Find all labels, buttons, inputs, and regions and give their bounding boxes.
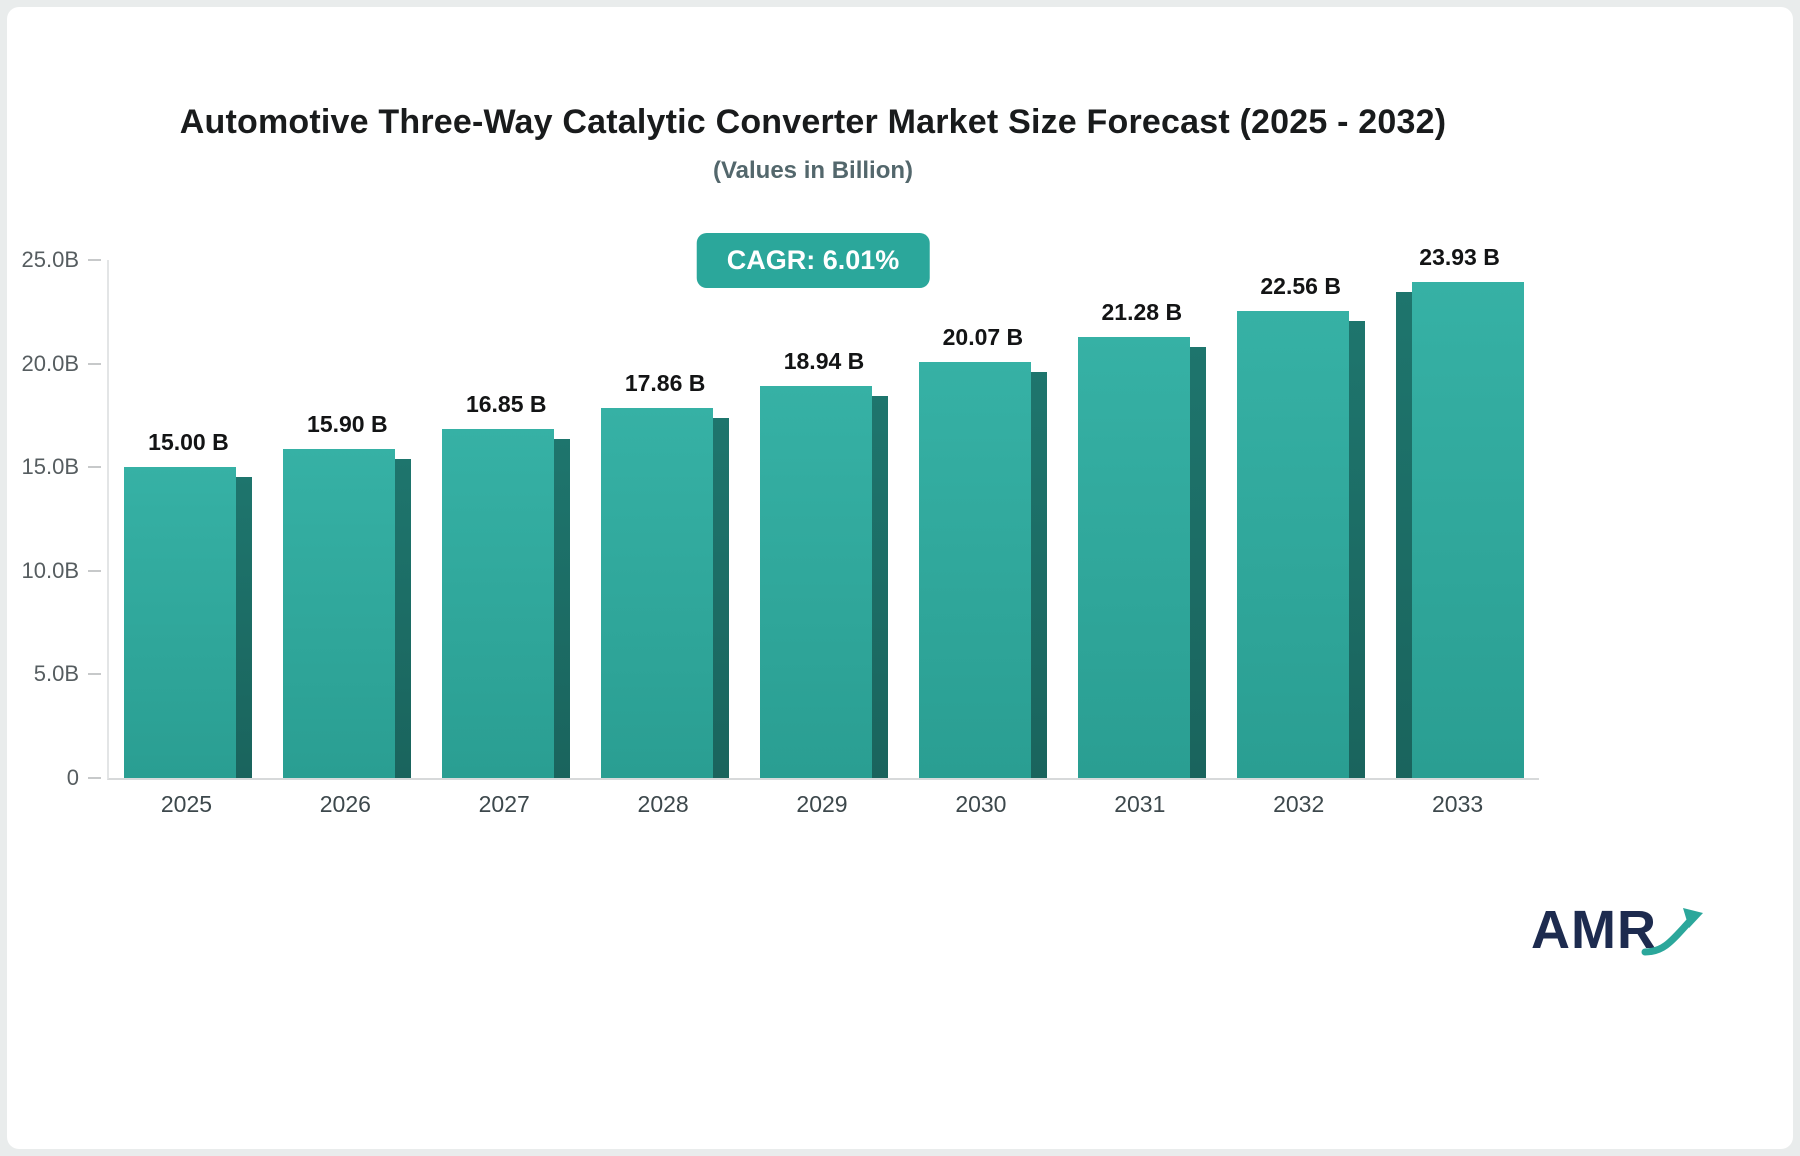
y-axis: 25.0B 20.0B 15.0B 10.0B 5.0B 0 [7,247,105,790]
bar-side-shadow [236,477,253,778]
x-axis-label: 2032 [1273,791,1325,817]
bar-side-shadow [1348,320,1365,778]
bar-value-label: 15.90 B [307,410,388,437]
chart-title: Automotive Three-Way Catalytic Converter… [179,103,1447,141]
x-axis-label: 2031 [1114,791,1166,817]
x-axis-label: 2025 [160,791,213,817]
y-tick-label: 10.0B [21,557,80,583]
bar-front [283,448,396,778]
bar-value-label: 18.94 B [783,347,865,374]
bar-value-label: 23.93 B [1419,244,1500,271]
bar-front [124,467,237,778]
bar-slot: 20.07 B [903,260,1062,778]
bar-side-shadow [1395,292,1412,778]
cagr-badge-label: CAGR: 6.01% [726,245,900,275]
bar-side-shadow [1189,347,1206,778]
bar-2029: 18.94 B [760,348,888,778]
bar-value-label: 15.00 B [148,429,229,456]
bar-2027: 16.85 B [442,391,571,778]
bar-front [1411,282,1524,778]
bar-2033: 23.93 B [1395,244,1524,778]
x-axis-label: 2030 [955,791,1007,817]
cagr-badge: CAGR: 6.01% [696,233,930,288]
y-tick-label: 0 [66,765,79,790]
x-axis-label: 2027 [478,791,530,817]
bar-front [760,385,872,778]
y-tick-mark [88,673,101,676]
bar-slot: 22.56 B [1221,260,1380,778]
y-tick: 20.0B [21,350,101,377]
y-tick-mark [88,362,101,365]
bar-value-label: 16.85 B [465,390,547,417]
y-tick: 10.0B [21,557,101,584]
chart-subtitle: (Values in Billion) [712,157,914,184]
y-tick-mark [88,777,101,779]
y-tick: 25.0B [21,247,101,273]
bars: 15.00 B 15.90 B 16.85 B 17.86 B 18.94 B 20.07… [109,244,1539,778]
bar-side-shadow [1030,372,1047,778]
x-axis: 2025 2026 2027 2028 2029 2030 2031 2032 2033 [107,791,1537,818]
bar-2026: 15.90 B [283,411,412,778]
bar-side-shadow [554,438,571,778]
bar-value-label: 17.86 B [624,369,706,396]
bar-slot: 23.93 B [1380,244,1539,778]
x-axis-label: 2028 [637,791,689,817]
y-tick-mark [88,466,101,469]
bar-2025: 15.00 B [124,429,253,778]
x-axis-label: 2026 [319,791,371,817]
chart-card: Automotive Three-Way Catalytic Converter… [7,7,1793,1149]
y-tick-label: 25.0B [21,247,80,272]
bar-2032: 22.56 B [1236,273,1365,778]
bar-2030: 20.07 B [918,324,1047,778]
bar-front [601,407,714,778]
bar-side-shadow [872,395,888,778]
bar-slot: 16.85 B [427,260,586,778]
bar-front [1236,310,1349,778]
bar-slot: 17.86 B [586,260,745,778]
x-axis-label: 2029 [796,791,848,817]
bar-side-shadow [713,417,730,778]
bar-value-label: 21.28 B [1101,299,1183,326]
amr-logo-text: AMR [1531,900,1657,960]
y-tick-mark [88,259,101,261]
bar-slot: 21.28 B [1062,260,1221,778]
amr-logo: AMR [1531,899,1705,961]
growth-arrow-icon [1641,908,1703,956]
x-axis-label: 2033 [1431,791,1484,817]
bar-front [1077,337,1190,778]
y-tick-label: 15.0B [21,454,80,480]
bar-value-label: 22.56 B [1260,272,1341,299]
y-tick: 5.0B [34,661,101,687]
bar-2028: 17.86 B [601,370,730,778]
y-tick: 15.0B [21,454,101,480]
bar-slot: 15.00 B [109,260,268,778]
y-tick-mark [88,569,101,572]
bar-front [442,428,555,778]
y-tick-label: 20.0B [21,350,80,376]
bar-front [918,362,1031,778]
y-tick-label: 5.0B [33,661,79,687]
bar-side-shadow [395,458,412,778]
bar-slot: 15.90 B [268,260,427,778]
bar-2031: 21.28 B [1077,299,1206,778]
plot-area: 15.00 B 15.90 B 16.85 B 17.86 B 18.94 B 20.07… [107,244,1539,780]
bar-value-label: 20.07 B [942,324,1024,351]
bar-slot: 18.94 B [745,260,904,778]
y-tick: 0 [67,765,101,791]
